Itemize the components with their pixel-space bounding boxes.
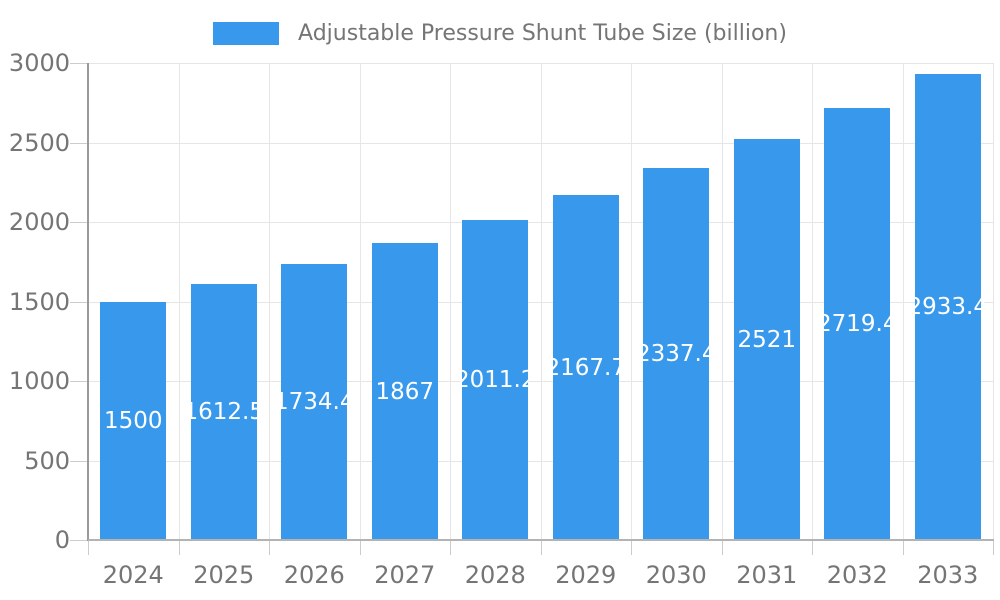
bar-value-label: 2167.7 bbox=[545, 354, 626, 381]
x-axis-tick-label: 2031 bbox=[736, 561, 798, 589]
x-axis-tick-label: 2025 bbox=[193, 561, 255, 589]
x-axis-tick bbox=[812, 541, 813, 555]
y-axis-line bbox=[87, 63, 89, 541]
y-axis-tick-label: 2500 bbox=[8, 128, 70, 157]
x-axis-tick-label: 2029 bbox=[555, 561, 617, 589]
bar-value-label: 2337.4 bbox=[636, 341, 717, 368]
x-axis-tick bbox=[721, 541, 723, 555]
x-axis-line bbox=[88, 539, 994, 541]
y-axis-tick-label: 0 bbox=[54, 526, 70, 554]
bar[interactable] bbox=[914, 73, 981, 540]
gridline-vertical bbox=[902, 63, 904, 540]
x-axis-tick bbox=[88, 541, 89, 555]
bar-value-label: 1500 bbox=[103, 407, 163, 434]
gridline-vertical bbox=[450, 63, 451, 540]
gridline-vertical bbox=[269, 63, 270, 540]
bar-value-label: 2521 bbox=[737, 326, 797, 353]
gridline-vertical bbox=[178, 63, 180, 540]
x-axis-tick bbox=[540, 541, 542, 555]
gridline-vertical bbox=[540, 63, 542, 540]
bar[interactable] bbox=[281, 264, 348, 540]
x-axis-tick bbox=[359, 541, 361, 555]
y-axis-tick bbox=[70, 63, 88, 64]
x-axis-tick bbox=[631, 541, 632, 555]
bar-value-label: 2719.4 bbox=[817, 310, 898, 337]
gridline-vertical bbox=[631, 63, 632, 540]
x-axis-tick-label: 2032 bbox=[826, 561, 888, 589]
x-axis-tick-label: 2024 bbox=[102, 561, 164, 589]
legend-swatch-icon bbox=[213, 21, 280, 45]
bar[interactable] bbox=[190, 283, 257, 540]
bar[interactable] bbox=[733, 139, 800, 540]
bar[interactable] bbox=[643, 168, 710, 540]
y-axis-tick-label: 1500 bbox=[8, 287, 70, 316]
bar-value-label: 1734.4 bbox=[274, 389, 355, 416]
x-axis-tick bbox=[269, 541, 270, 555]
gridline-vertical bbox=[812, 63, 813, 540]
y-axis-tick bbox=[70, 540, 88, 541]
y-axis-tick bbox=[70, 381, 88, 382]
gridline-vertical bbox=[993, 63, 994, 540]
bar[interactable] bbox=[824, 107, 891, 540]
y-axis-tick bbox=[70, 301, 88, 303]
bar-value-label: 2933.4 bbox=[907, 293, 988, 320]
bar[interactable] bbox=[462, 220, 529, 540]
legend-item[interactable]: Adjustable Pressure Shunt Tube Size (bil… bbox=[0, 17, 1000, 49]
x-axis-tick-label: 2026 bbox=[283, 561, 345, 589]
x-axis-tick-label: 2028 bbox=[464, 561, 526, 589]
bar[interactable] bbox=[100, 301, 167, 540]
legend-label: Adjustable Pressure Shunt Tube Size (bil… bbox=[298, 20, 787, 46]
x-axis-tick bbox=[902, 541, 904, 555]
y-axis-tick bbox=[70, 222, 88, 223]
x-axis-tick bbox=[178, 541, 180, 555]
bar[interactable] bbox=[552, 195, 619, 540]
y-axis-tick bbox=[70, 142, 88, 144]
y-axis-tick-label: 1000 bbox=[8, 367, 70, 395]
gridline-vertical bbox=[359, 63, 361, 540]
x-axis-tick bbox=[993, 541, 994, 555]
bar[interactable] bbox=[371, 243, 438, 540]
y-axis-tick-label: 2000 bbox=[8, 208, 70, 236]
bar-value-label: 2011.2 bbox=[455, 367, 536, 394]
y-axis-tick bbox=[70, 460, 88, 462]
y-axis-tick-label: 500 bbox=[24, 446, 70, 475]
gridline-vertical bbox=[721, 63, 723, 540]
bar-value-label: 1867 bbox=[375, 378, 435, 405]
x-axis-tick-label: 2027 bbox=[374, 561, 436, 589]
y-axis-tick-label: 3000 bbox=[8, 49, 70, 77]
x-axis-tick-label: 2030 bbox=[645, 561, 707, 589]
x-axis-tick bbox=[450, 541, 451, 555]
x-axis-tick-label: 2033 bbox=[917, 561, 979, 589]
bar-value-label: 1612.5 bbox=[183, 398, 264, 425]
